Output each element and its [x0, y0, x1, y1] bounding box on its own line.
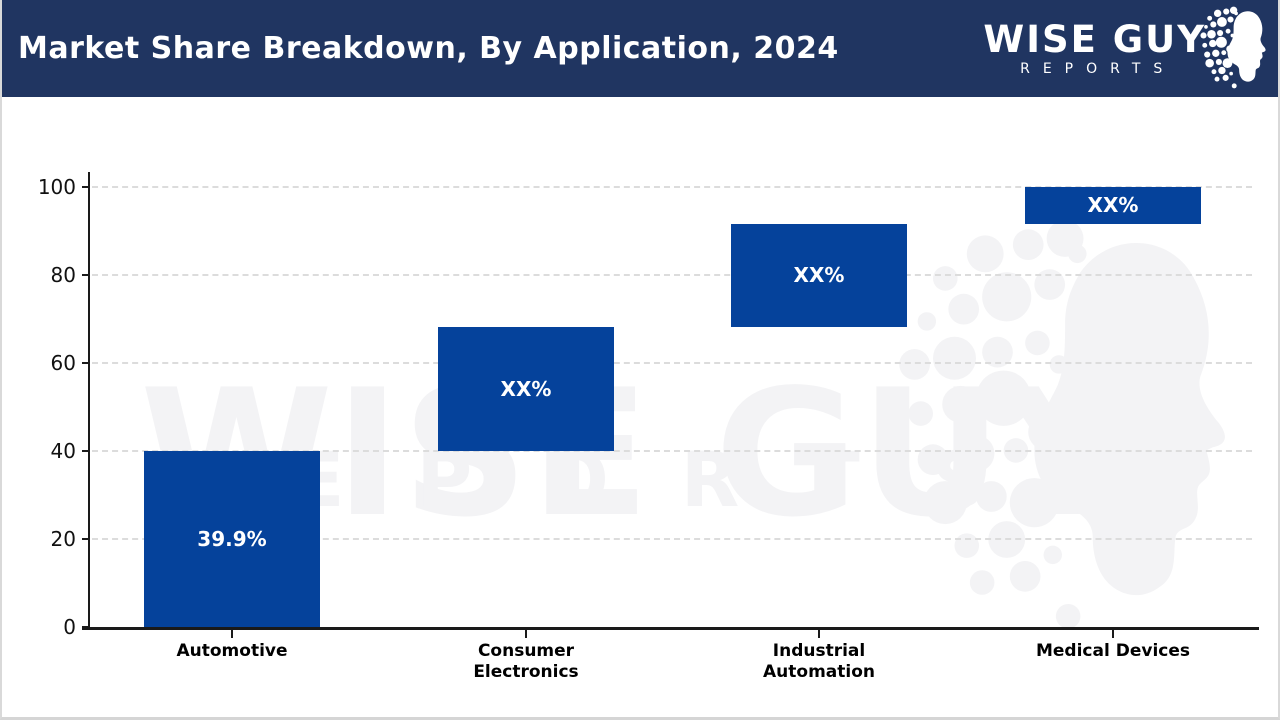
y-tick-80 — [82, 274, 90, 276]
x-tick-2 — [818, 630, 820, 638]
gridline-100 — [92, 186, 1252, 188]
y-tick-100 — [82, 186, 90, 188]
y-tick-60 — [82, 362, 90, 364]
bar-consumer-electronics: XX% — [438, 326, 614, 452]
gridline-60 — [92, 362, 1252, 364]
x-tick-0 — [231, 630, 233, 638]
y-tick-40 — [82, 450, 90, 452]
bar-industrial-automation: XX% — [731, 223, 907, 327]
bar-value-label: XX% — [1087, 193, 1139, 218]
y-tick-label-0: 0 — [63, 615, 76, 639]
chart-title: Market Share Breakdown, By Application, … — [18, 31, 839, 66]
x-tick-label-3: Medical Devices — [1035, 641, 1190, 661]
y-tick-label-100: 100 — [37, 175, 76, 199]
gridline-20 — [92, 538, 1252, 540]
y-tick-20 — [82, 538, 90, 540]
y-tick-label-80: 80 — [50, 263, 76, 287]
y-tick-label-40: 40 — [50, 439, 76, 463]
y-tick-label-60: 60 — [50, 351, 76, 375]
logo-text: WISE GUY REPORTS — [983, 21, 1206, 77]
x-axis-line — [82, 627, 1259, 630]
x-tick-label-2: Industrial Automation — [763, 641, 875, 683]
x-tick-3 — [1112, 630, 1114, 638]
bar-value-label: 39.9% — [197, 527, 267, 552]
logo-subtitle: REPORTS — [1020, 60, 1176, 77]
header: Market Share Breakdown, By Application, … — [2, 0, 1278, 97]
logo-wordmark: WISE GUY — [983, 17, 1206, 61]
y-tick-label-20: 20 — [50, 527, 76, 551]
bar-value-label: XX% — [793, 263, 845, 288]
gridline-80 — [92, 274, 1252, 276]
wise-guy-logo: WISE GUY REPORTS — [983, 6, 1274, 92]
bar-medical-devices: XX% — [1025, 187, 1201, 224]
chart-area: WISE GUY REPORTS 0 20 40 60 80 100 39.9% XX% XX%… — [2, 97, 1278, 715]
x-tick-1 — [525, 630, 527, 638]
bar-automotive: 39.9% — [144, 451, 320, 627]
x-tick-label-1: Consumer Electronics — [473, 641, 579, 683]
y-axis-line — [88, 172, 90, 630]
gridline-40 — [92, 450, 1252, 452]
x-tick-label-0: Automotive — [176, 641, 288, 661]
bar-value-label: XX% — [500, 377, 552, 402]
